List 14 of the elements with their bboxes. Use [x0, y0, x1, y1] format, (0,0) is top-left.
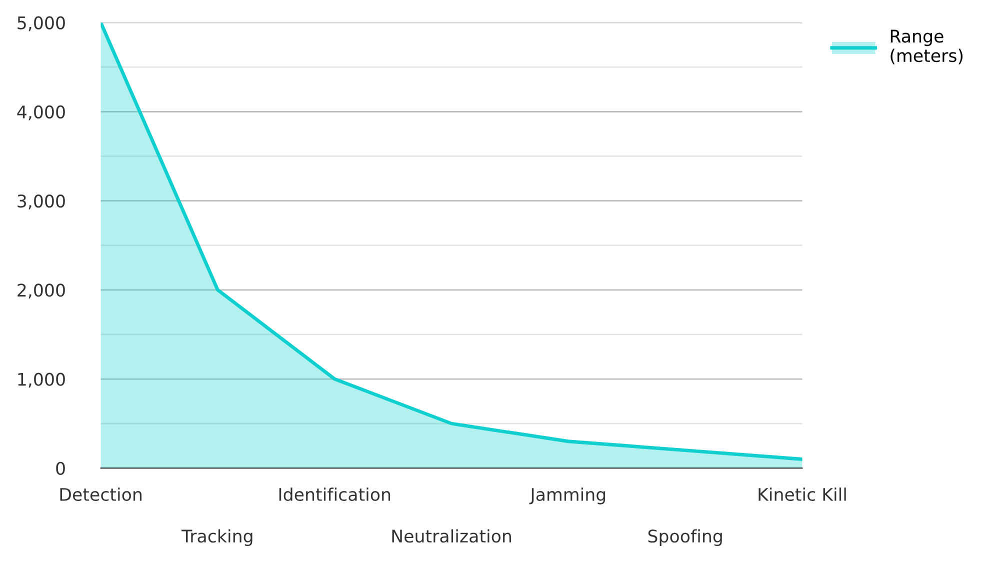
legend-label: Range (meters)	[890, 30, 963, 64]
x-tick-label: Spoofing	[648, 529, 722, 546]
y-tick-label: 1,000	[18, 372, 65, 388]
y-tick-label: 2,000	[18, 284, 65, 299]
x-tick-label: Tracking	[182, 529, 252, 546]
y-tick-label: 3,000	[18, 194, 65, 210]
x-tick-label: Detection	[60, 488, 142, 502]
x-tick-label: Neutralization	[392, 529, 511, 543]
y-tick-label: 4,000	[17, 105, 65, 120]
x-tick-label: Identification	[279, 488, 390, 502]
y-tick-label: 0	[56, 462, 65, 475]
y-tick-label: 5,000	[18, 16, 65, 32]
x-tick-label: Jamming	[529, 488, 606, 504]
x-tick-label: Kinetic Kill	[758, 488, 846, 502]
